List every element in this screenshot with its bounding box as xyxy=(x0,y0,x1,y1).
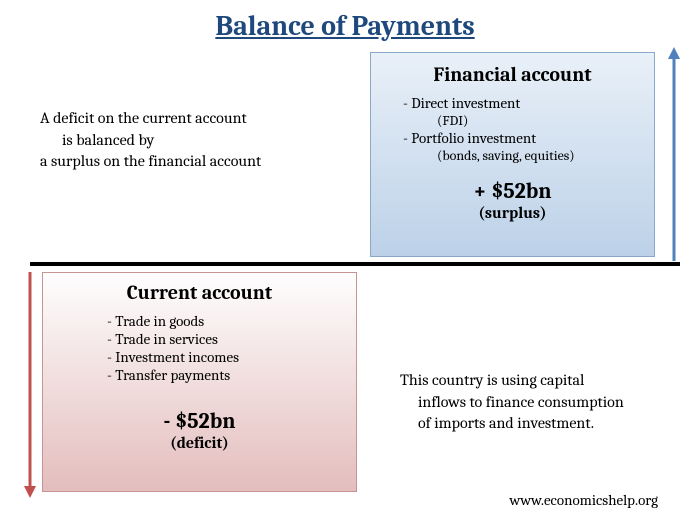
arrow-up-icon xyxy=(666,47,682,261)
current-item-1: Trade in goods xyxy=(107,312,342,330)
current-item-2: Trade in services xyxy=(107,330,342,348)
financial-item-2-sub: (bonds, saving, equities) xyxy=(437,147,640,164)
explain-top-line3: a surplus on the financial account xyxy=(40,151,340,173)
financial-account-box: Financial account Direct investment (FDI… xyxy=(370,52,655,257)
explain-bot-line3: of imports and investment. xyxy=(418,413,680,435)
explain-bot-line2: inflows to finance consumption xyxy=(418,392,680,414)
current-status: (deficit) xyxy=(57,434,342,452)
explain-top-line1: A deficit on the current account xyxy=(40,108,340,130)
current-item-4: Transfer payments xyxy=(107,366,342,384)
current-account-box: Current account Trade in goods Trade in … xyxy=(42,272,357,492)
explanation-bottom: This country is using capital inflows to… xyxy=(400,370,680,435)
current-header: Current account xyxy=(57,281,342,304)
explain-bot-line1: This country is using capital xyxy=(400,370,680,392)
horizontal-divider xyxy=(30,262,680,266)
explanation-top: A deficit on the current account is bala… xyxy=(40,108,340,173)
financial-item-2: Portfolio investment xyxy=(403,129,640,147)
current-amount: - $52bn xyxy=(57,408,342,434)
page-title: Balance of Payments xyxy=(0,0,690,42)
arrow-down-icon xyxy=(22,272,38,498)
source-attribution: www.economicshelp.org xyxy=(510,491,658,509)
financial-item-1: Direct investment xyxy=(403,94,640,112)
current-item-3: Investment incomes xyxy=(107,348,342,366)
financial-amount: + $52bn xyxy=(385,178,640,204)
financial-item-1-sub: (FDI) xyxy=(437,112,640,129)
financial-status: (surplus) xyxy=(385,204,640,222)
financial-items: Direct investment (FDI) Portfolio invest… xyxy=(403,94,640,164)
explain-top-line2: is balanced by xyxy=(62,130,340,152)
financial-header: Financial account xyxy=(385,63,640,86)
current-items: Trade in goods Trade in services Investm… xyxy=(107,312,342,384)
